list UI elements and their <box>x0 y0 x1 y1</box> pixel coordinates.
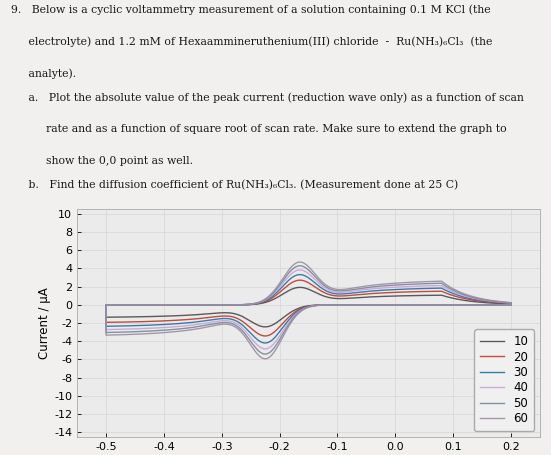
Text: electrolyte) and 1.2 mM of Hexaammineruthenium(III) chloride  -  Ru(NH₃)₆Cl₃  (t: electrolyte) and 1.2 mM of Hexaamminerut… <box>11 36 493 46</box>
Text: show the 0,0 point as well.: show the 0,0 point as well. <box>11 156 193 166</box>
Text: b.   Find the diffusion coefficient of Ru(NH₃)₆Cl₃. (Measurement done at 25 C): b. Find the diffusion coefficient of Ru(… <box>11 180 458 191</box>
Text: rate and as a function of square root of scan rate. Make sure to extend the grap: rate and as a function of square root of… <box>11 124 507 134</box>
Text: analyte).: analyte). <box>11 68 76 79</box>
Y-axis label: Current / μA: Current / μA <box>39 287 51 359</box>
Legend: 10, 20, 30, 40, 50, 60: 10, 20, 30, 40, 50, 60 <box>474 329 534 431</box>
Text: 9.   Below is a cyclic voltammetry measurement of a solution containing 0.1 M KC: 9. Below is a cyclic voltammetry measure… <box>11 4 490 15</box>
Text: a.   Plot the absolute value of the peak current (reduction wave only) as a func: a. Plot the absolute value of the peak c… <box>11 92 524 103</box>
